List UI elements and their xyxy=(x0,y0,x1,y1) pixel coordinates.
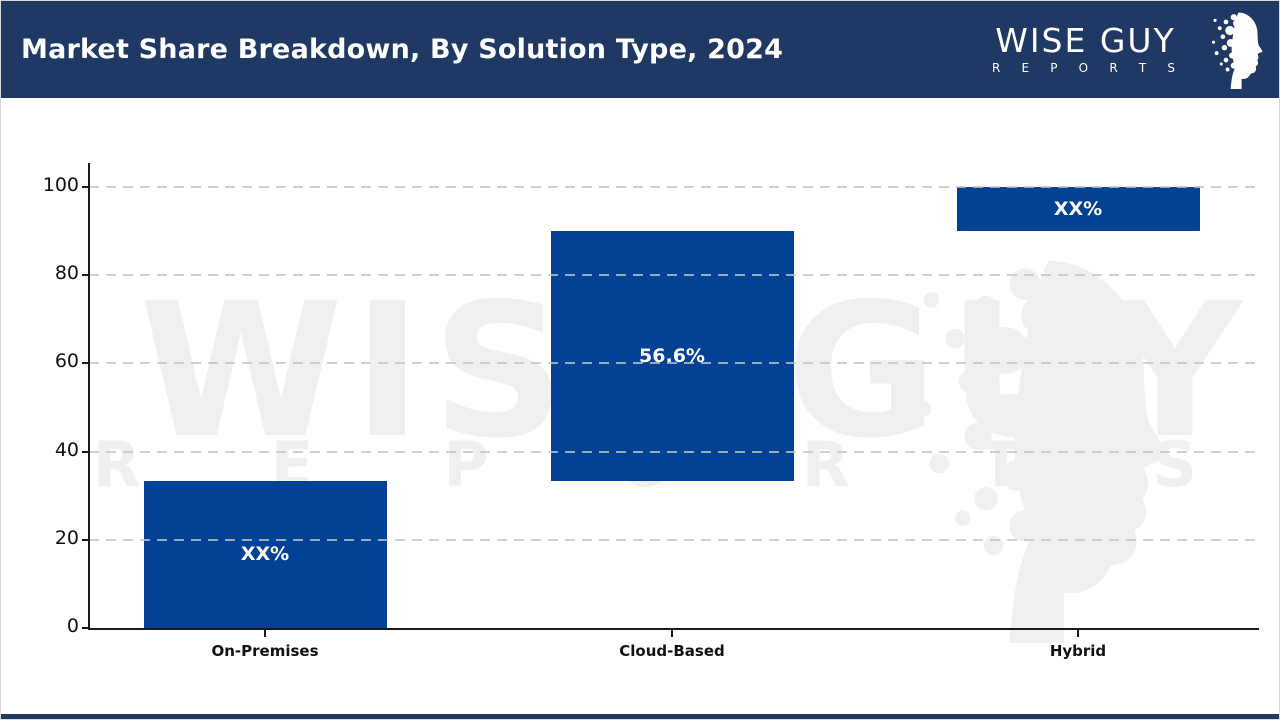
y-tick-label-40: 40 xyxy=(54,438,79,461)
x-tick-label-hybrid: Hybrid xyxy=(1049,642,1107,660)
bar-label-hybrid: XX% xyxy=(1053,198,1103,221)
bar-label-on-premises: XX% xyxy=(240,543,290,566)
header-band: Market Share Breakdown, By Solution Type… xyxy=(1,1,1279,98)
dotted-head-icon xyxy=(1211,12,1263,89)
bar-label-cloud-based: 56.6% xyxy=(639,344,705,367)
x-axis-spine xyxy=(88,628,1259,630)
y-tick-label-0: 0 xyxy=(66,615,79,637)
y-tick-20 xyxy=(82,538,89,541)
bar-hybrid xyxy=(956,187,1200,232)
bar-on-premises xyxy=(143,480,387,628)
x-tick-on-premises xyxy=(264,630,266,637)
plot-area: WISE GUY R E P O R T S xyxy=(1,98,1279,716)
y-tick-40 xyxy=(82,450,89,453)
chart-title: Market Share Breakdown, By Solution Type… xyxy=(21,34,784,65)
x-tick-cloud-based xyxy=(671,630,673,637)
y-tick-100 xyxy=(82,186,89,188)
y-tick-0 xyxy=(82,627,89,629)
y-tick-60 xyxy=(82,362,89,365)
gridline-y80 xyxy=(89,274,1258,277)
x-tick-label-cloud-based: Cloud-Based xyxy=(619,642,725,660)
wise-guy-logo: WISE GUY R E P O R T S xyxy=(986,9,1265,91)
x-tick-hybrid xyxy=(1077,630,1079,637)
gridline-y40 xyxy=(89,450,1258,453)
y-tick-80 xyxy=(82,274,89,277)
footer-accent-bar xyxy=(1,714,1279,719)
y-tick-label-60: 60 xyxy=(54,350,79,373)
logo-subtitle: R E P O R T S xyxy=(991,61,1185,75)
watermark-head-icon xyxy=(915,260,1170,643)
y-tick-label-80: 80 xyxy=(54,262,79,285)
gridline-y100 xyxy=(89,186,1258,188)
bar-cloud-based xyxy=(550,231,794,481)
gridline-y20 xyxy=(89,538,1258,541)
y-axis-spine xyxy=(88,163,90,629)
y-tick-label-100: 100 xyxy=(42,174,79,196)
logo-wordmark: WISE GUY xyxy=(995,21,1176,60)
x-tick-label-on-premises: On-Premises xyxy=(211,642,319,660)
gridline-y60 xyxy=(89,362,1258,365)
y-tick-label-20: 20 xyxy=(54,526,79,549)
logo-text: WISE GUY R E P O R T S xyxy=(986,24,1185,75)
